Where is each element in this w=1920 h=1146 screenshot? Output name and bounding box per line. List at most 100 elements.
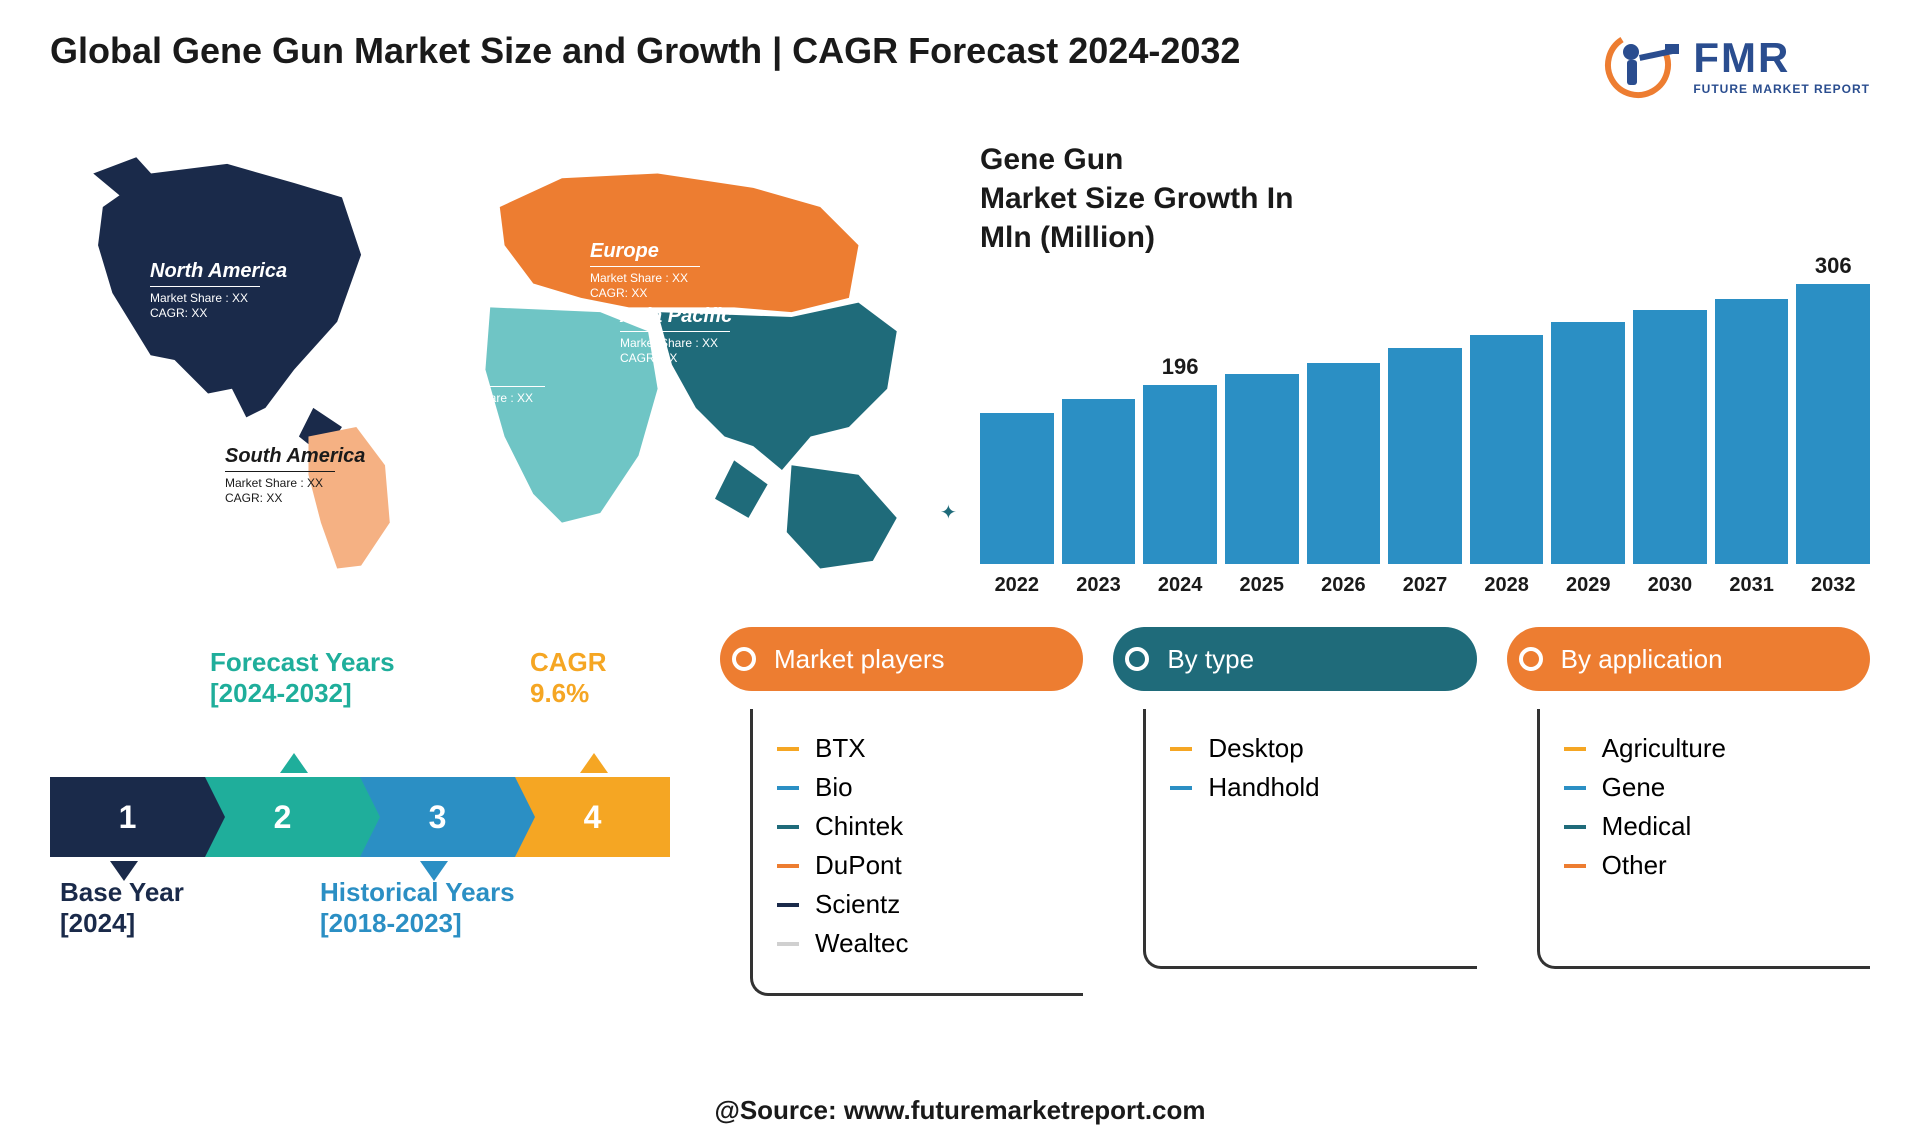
- bar-col: 2028: [1470, 330, 1544, 597]
- category-item: Medical: [1564, 811, 1870, 842]
- category-col: By type Desktop Handhold: [1113, 627, 1476, 996]
- bar-x-label: 2027: [1403, 574, 1448, 597]
- bar-col: 2022: [980, 408, 1054, 597]
- tick-icon: [1564, 825, 1586, 829]
- category-item-label: Medical: [1602, 811, 1692, 842]
- category-item-label: Gene: [1602, 772, 1666, 803]
- bar: [1143, 385, 1217, 564]
- category-item: Other: [1564, 850, 1870, 881]
- bar-col: 196 2024: [1143, 354, 1217, 597]
- tick-icon: [1564, 747, 1586, 751]
- bar: [980, 413, 1054, 564]
- chart-title-line: Market Size Growth In: [980, 182, 1293, 215]
- bar-x-label: 2031: [1729, 574, 1774, 597]
- bar-x-label: 2032: [1811, 574, 1856, 597]
- category-item: Agriculture: [1564, 733, 1870, 764]
- bar-x-label: 2030: [1648, 574, 1693, 597]
- category-item-label: Handhold: [1208, 772, 1319, 803]
- timeline-label-hist: Historical Years[2018-2023]: [320, 877, 515, 939]
- category-body: Agriculture Gene Medical Other: [1537, 709, 1870, 969]
- category-item-label: DuPont: [815, 850, 902, 881]
- category-item-label: Scientz: [815, 889, 900, 920]
- region-label-eu: EuropeMarket Share : XXCAGR: XX: [590, 240, 700, 300]
- category-item-label: Chintek: [815, 811, 903, 842]
- timeline-step: 2: [205, 777, 360, 857]
- bullet-icon: [1519, 647, 1543, 671]
- category-item: BTX: [777, 733, 1083, 764]
- bar-value-label: 306: [1815, 253, 1852, 279]
- logo-icon: [1603, 30, 1683, 100]
- timeline-label-base: Base Year[2024]: [60, 877, 184, 939]
- tick-icon: [777, 825, 799, 829]
- tick-icon: [777, 903, 799, 907]
- bar-col: 2030: [1633, 305, 1707, 597]
- tick-icon: [1564, 786, 1586, 790]
- category-title: Market players: [774, 644, 945, 675]
- region-label-mea: MEAMarket Share : XXCAGR: XX: [435, 360, 545, 420]
- region-label-ap: Asia PacificMarket Share : XXCAGR: XX: [620, 305, 732, 365]
- bar-x-label: 2025: [1239, 574, 1284, 597]
- page-title: Global Gene Gun Market Size and Growth |…: [50, 30, 1240, 72]
- bar: [1796, 284, 1870, 564]
- bar-col: 306 2032: [1796, 253, 1870, 597]
- bar: [1551, 322, 1625, 564]
- tick-icon: [1170, 786, 1192, 790]
- category-col: Market players BTX Bio Chintek DuPont Scientz…: [720, 627, 1083, 996]
- category-header: By type: [1113, 627, 1476, 691]
- bullet-icon: [1125, 647, 1149, 671]
- bar-col: 2023: [1062, 394, 1136, 597]
- bullet-icon: [732, 647, 756, 671]
- timeline-label-forecast: Forecast Years[2024-2032]: [210, 647, 395, 709]
- bar-x-label: 2029: [1566, 574, 1611, 597]
- timeline-step: 3: [360, 777, 515, 857]
- bar-x-label: 2026: [1321, 574, 1366, 597]
- bar-x-label: 2022: [995, 574, 1040, 597]
- category-header: By application: [1507, 627, 1870, 691]
- timeline-step: 4: [515, 777, 670, 857]
- category-item-label: Other: [1602, 850, 1667, 881]
- bar: [1633, 310, 1707, 564]
- category-item-label: Bio: [815, 772, 853, 803]
- bar: [1715, 299, 1789, 564]
- bar-col: 2026: [1307, 358, 1381, 597]
- region-label-sa: South AmericaMarket Share : XXCAGR: XX: [225, 445, 365, 505]
- bar: [1470, 335, 1544, 564]
- category-item: Bio: [777, 772, 1083, 803]
- category-item: Desktop: [1170, 733, 1476, 764]
- logo: FMR FUTURE MARKET REPORT: [1603, 30, 1870, 100]
- category-title: By application: [1561, 644, 1723, 675]
- tick-icon: [1170, 747, 1192, 751]
- category-item: Wealtec: [777, 928, 1083, 959]
- timeline-arrow-icon: [280, 753, 308, 773]
- category-item-label: BTX: [815, 733, 866, 764]
- chart-title-line: Gene Gun: [980, 143, 1123, 176]
- chart-title: Gene Gun Market Size Growth In Mln (Mill…: [980, 140, 1870, 257]
- bar: [1388, 348, 1462, 564]
- category-item-label: Wealtec: [815, 928, 908, 959]
- timeline-arrow-icon: [110, 861, 138, 881]
- categories: Market players BTX Bio Chintek DuPont Scientz…: [720, 627, 1870, 996]
- tick-icon: [777, 747, 799, 751]
- category-col: By application Agriculture Gene Medical Othe…: [1507, 627, 1870, 996]
- chart-title-line: Mln (Million): [980, 221, 1155, 254]
- bar: [1062, 399, 1136, 564]
- bar-chart: 2022 2023 196 2024 2025 2026 2027 2028 2…: [980, 267, 1870, 597]
- bar-col: 2029: [1551, 317, 1625, 597]
- logo-text-sub: FUTURE MARKET REPORT: [1693, 82, 1870, 96]
- category-item-label: Desktop: [1208, 733, 1303, 764]
- timeline-step: 1: [50, 777, 205, 857]
- category-item: Gene: [1564, 772, 1870, 803]
- timeline-label-cagr: CAGR9.6%: [530, 647, 607, 709]
- bar-x-label: 2023: [1076, 574, 1121, 597]
- category-item: Chintek: [777, 811, 1083, 842]
- tick-icon: [777, 942, 799, 946]
- bar-chart-area: Gene Gun Market Size Growth In Mln (Mill…: [980, 140, 1870, 597]
- category-item: DuPont: [777, 850, 1083, 881]
- category-item-label: Agriculture: [1602, 733, 1726, 764]
- bar-col: 2025: [1225, 369, 1299, 597]
- bar: [1225, 374, 1299, 564]
- tick-icon: [777, 864, 799, 868]
- region-label-na: North AmericaMarket Share : XXCAGR: XX: [150, 260, 287, 320]
- category-item: Handhold: [1170, 772, 1476, 803]
- timeline-steps: 1234: [50, 777, 670, 857]
